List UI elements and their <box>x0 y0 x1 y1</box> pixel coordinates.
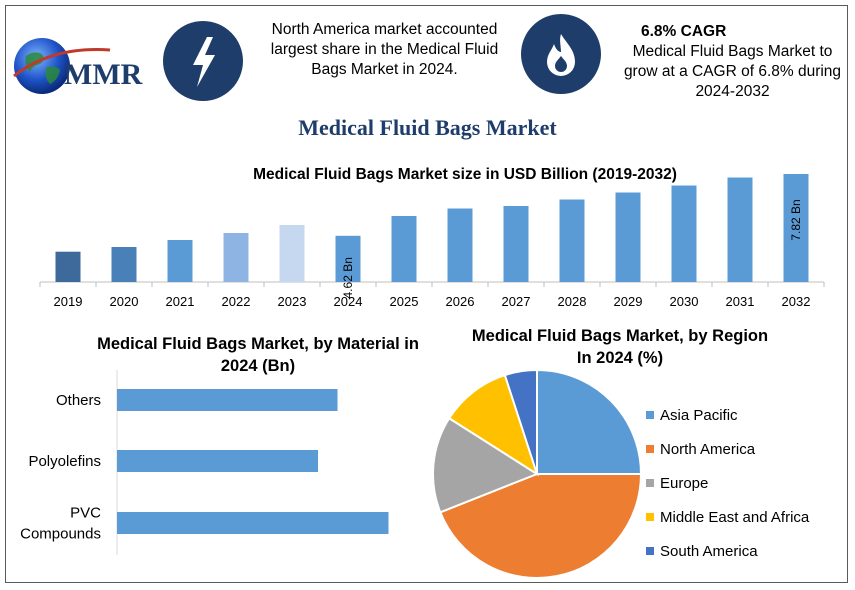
region-chart-title: Medical Fluid Bags Market, by Region In … <box>450 325 790 369</box>
region-title-line: In 2024 (%) <box>576 349 664 367</box>
material-chart-title: Medical Fluid Bags Market, by Material i… <box>78 333 438 377</box>
north-america-highlight: North America market accounted largest s… <box>252 20 517 80</box>
cagr-highlight: 6.8% CAGR Medical Fluid Bags Market to g… <box>610 22 855 102</box>
bar <box>783 174 809 282</box>
x-tick-label: 2023 <box>278 294 307 309</box>
pie-slice <box>439 473 643 579</box>
legend-label: South America <box>660 542 758 560</box>
x-tick-label: 2025 <box>390 294 419 309</box>
x-tick-label: 2032 <box>782 294 811 309</box>
category-label: PVC <box>70 505 101 522</box>
logo-text: MMR <box>64 58 143 91</box>
x-tick-label: 2027 <box>502 294 531 309</box>
bar <box>55 251 81 282</box>
bar <box>671 185 697 282</box>
legend-item: North America <box>646 432 809 466</box>
x-tick-label: 2020 <box>110 294 139 309</box>
data-label: 4.62 Bn <box>341 257 355 298</box>
category-label: Compounds <box>20 526 101 543</box>
pie-slice <box>447 373 539 477</box>
x-tick-label: 2024 <box>334 294 363 309</box>
x-tick-label: 2021 <box>166 294 195 309</box>
highlight-line: North America market accounted <box>271 21 498 38</box>
legend-swatch <box>646 479 654 487</box>
pie-slice <box>432 416 540 514</box>
data-label: 7.82 Bn <box>789 199 803 240</box>
bar <box>167 240 193 282</box>
material-title-line: 2024 (Bn) <box>220 357 296 375</box>
bar <box>615 192 641 282</box>
bar <box>111 247 137 282</box>
pie-slice <box>536 368 643 475</box>
bar <box>559 199 585 282</box>
pie-slice <box>503 368 538 475</box>
hbar <box>117 450 318 472</box>
category-label: Others <box>56 392 101 409</box>
x-tick-label: 2022 <box>222 294 251 309</box>
material-bar-chart: Others Polyolefins PVC Compounds <box>20 370 389 555</box>
mmr-logo: MMR <box>12 36 157 98</box>
legend-swatch <box>646 513 654 521</box>
highlight-line: Bags Market in 2024. <box>311 61 458 78</box>
x-tick-label: 2030 <box>670 294 699 309</box>
legend-label: Asia Pacific <box>660 406 738 424</box>
legend-label: Middle East and Africa <box>660 508 810 526</box>
hbar <box>117 389 338 411</box>
legend-item: Europe <box>646 466 809 500</box>
bar <box>391 216 417 282</box>
highlight-line: largest share in the Medical Fluid <box>270 41 499 58</box>
bar <box>447 208 473 282</box>
x-tick-label: 2028 <box>558 294 587 309</box>
x-tick-label: 2029 <box>614 294 643 309</box>
bar <box>279 225 305 282</box>
legend-label: Europe <box>660 474 709 492</box>
lightning-icon <box>163 21 243 101</box>
cagr-heading: 6.8% CAGR <box>641 23 727 40</box>
legend-item: Middle East and Africa <box>646 500 809 534</box>
cagr-line: grow at a CAGR of 6.8% during <box>623 63 842 80</box>
legend-swatch <box>646 411 654 419</box>
hbar <box>117 512 389 534</box>
cagr-line: 2024-2032 <box>695 83 770 100</box>
bar <box>223 233 249 282</box>
flame-icon <box>521 14 601 94</box>
legend-item: Asia Pacific <box>646 398 809 432</box>
bar <box>335 235 361 282</box>
region-title-line: Medical Fluid Bags Market, by Region <box>471 327 769 345</box>
legend-swatch <box>646 547 654 555</box>
bar <box>503 206 529 282</box>
region-legend: Asia Pacific North America Europe Middle Ea… <box>646 398 809 568</box>
main-title: Medical Fluid Bags Market <box>298 115 557 140</box>
category-label: Polyolefins <box>28 453 101 470</box>
bar-chart-title: Medical Fluid Bags Market size in USD Bi… <box>253 166 677 183</box>
legend-label: North America <box>660 440 756 458</box>
bar <box>727 177 753 282</box>
material-title-line: Medical Fluid Bags Market, by Material i… <box>97 335 419 353</box>
legend-swatch <box>646 445 654 453</box>
x-tick-label: 2031 <box>726 294 755 309</box>
legend-item: South America <box>646 534 809 568</box>
cagr-line: Medical Fluid Bags Market to <box>632 43 833 60</box>
x-tick-label: 2019 <box>54 294 83 309</box>
infographic-frame <box>5 5 848 583</box>
x-tick-label: 2026 <box>446 294 475 309</box>
region-pie-chart <box>432 368 643 579</box>
